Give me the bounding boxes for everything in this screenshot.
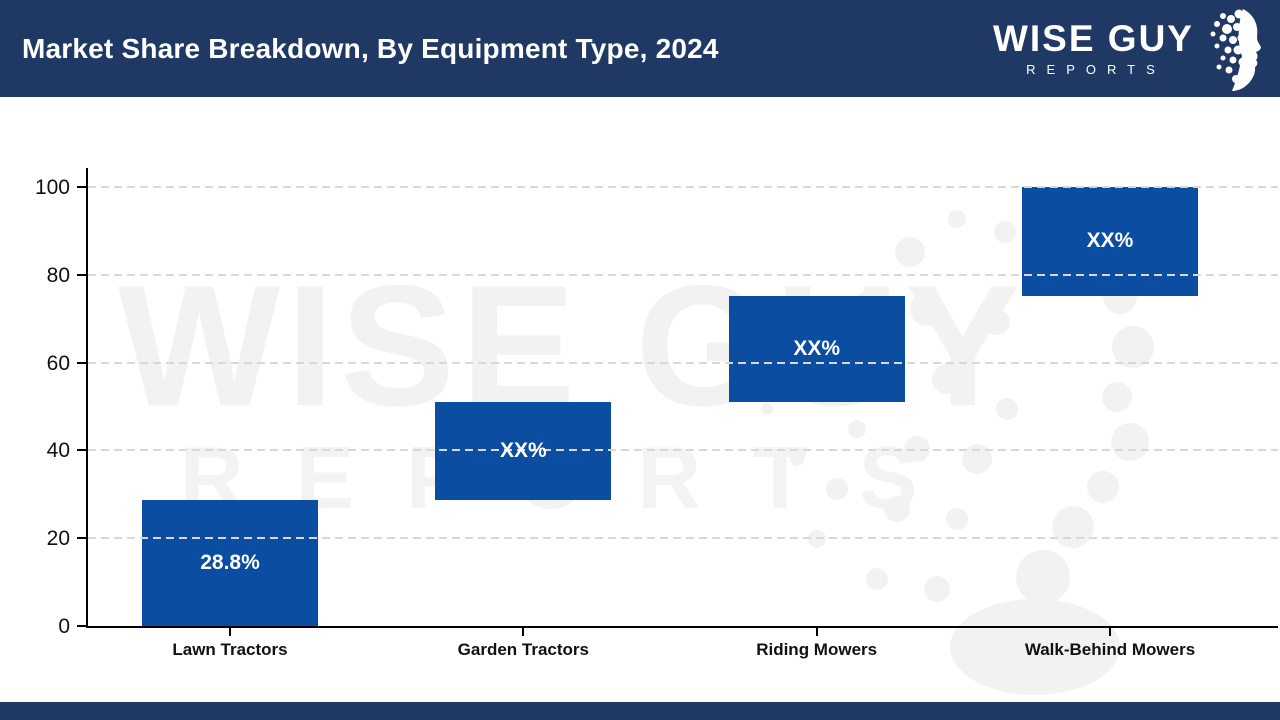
bar-value-label: XX%: [1086, 229, 1134, 253]
x-tick-mark: [522, 628, 525, 636]
footer-bar: [0, 702, 1280, 720]
y-tick-label: 100: [34, 176, 70, 199]
logo-head-icon: [1210, 8, 1261, 91]
x-category-label: Lawn Tractors: [172, 640, 288, 659]
y-tick-label: 0: [58, 615, 70, 638]
bar-lawn-tractors: [142, 499, 318, 626]
x-category-label: Garden Tractors: [457, 640, 589, 659]
gridline: [88, 537, 1278, 540]
logo-text: WISE GUY REPORTS: [993, 20, 1194, 77]
y-tick-mark: [77, 449, 86, 452]
y-axis-line: [86, 168, 88, 628]
bar-riding-mowers: [728, 295, 905, 403]
x-axis-line: [86, 626, 1278, 628]
bar-walk-behind-mowers: [1021, 187, 1198, 296]
y-tick-mark: [77, 537, 86, 540]
bar-value-label: XX%: [499, 438, 547, 462]
x-tick-mark: [1108, 628, 1111, 636]
logo-wordmark: WISE GUY: [992, 18, 1194, 59]
x-category-label: Walk-Behind Mowers: [1024, 640, 1196, 659]
y-tick-mark: [77, 625, 86, 627]
x-tick-mark: [229, 628, 231, 636]
y-tick-mark: [77, 273, 86, 276]
header-bar: Market Share Breakdown, By Equipment Typ…: [0, 0, 1280, 97]
x-category-label: Riding Mowers: [756, 640, 878, 659]
gridline: [88, 186, 1278, 188]
logo-subtitle: REPORTS: [1026, 62, 1166, 77]
bar-value-label: XX%: [793, 336, 840, 360]
x-tick-mark: [815, 628, 818, 636]
y-tick-mark: [77, 361, 86, 364]
chart-title: Market Share Breakdown, By Equipment Typ…: [22, 32, 719, 64]
wiseguy-logo: WISE GUY REPORTS: [993, 7, 1280, 91]
gridline: [88, 273, 1278, 276]
gridline: [88, 449, 1278, 452]
y-tick-label: 60: [46, 351, 70, 375]
bar-value-label: 28.8%: [200, 550, 260, 574]
y-tick-label: 40: [46, 439, 70, 463]
gridline: [88, 361, 1278, 364]
y-tick-mark: [77, 186, 86, 188]
y-tick-label: 20: [46, 527, 70, 551]
y-tick-label: 80: [46, 263, 70, 287]
